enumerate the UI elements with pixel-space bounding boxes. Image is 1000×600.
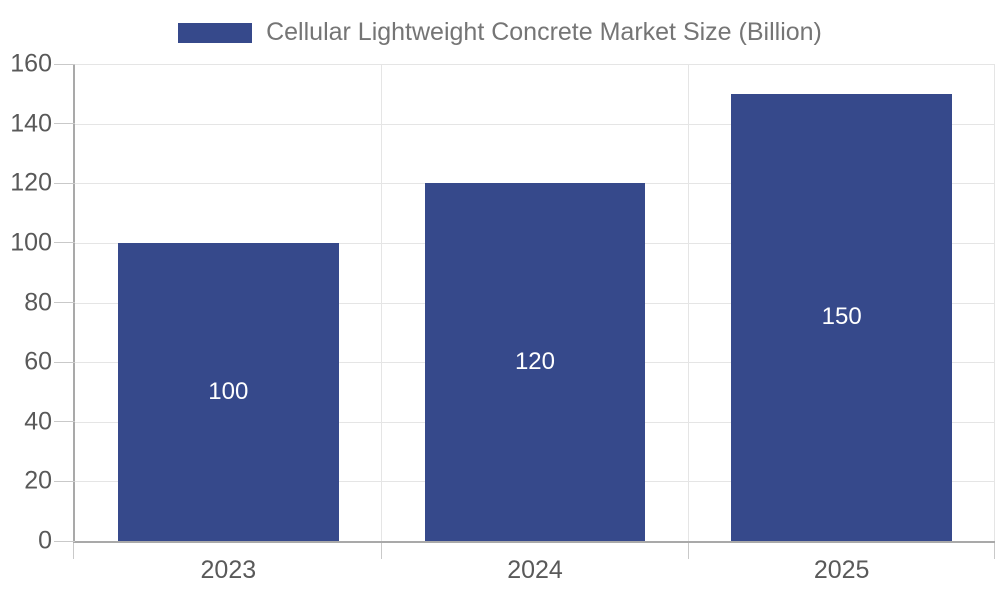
y-axis-tick [54,123,75,125]
bar-value-label: 120 [514,348,556,376]
legend-label: Cellular Lightweight Concrete Market Siz… [266,18,822,47]
bar-2025[interactable]: 150 [731,93,953,541]
y-tick-label: 80 [24,288,52,316]
y-axis-tick [54,63,75,65]
x-axis-tick [687,543,689,559]
x-axis-tick [73,543,74,559]
y-tick-label: 120 [10,168,52,197]
bar-value-label: 100 [208,377,249,405]
x-tick-label: 2024 [507,556,563,584]
y-axis-tick [54,182,75,184]
y-tick-label: 60 [24,347,52,376]
bar-value-label: 150 [821,303,862,331]
y-tick-label: 140 [10,109,52,138]
bar-2024[interactable]: 120 [424,183,646,541]
x-gridline [994,64,995,541]
bar-2023[interactable]: 100 [117,242,339,541]
x-axis-tick [994,543,995,559]
y-axis-tick [54,361,75,363]
x-gridline [687,64,689,541]
plot-area: 0 20 40 60 80 100 120 140 160 100 2023 120 2024 150 20… [10,51,995,583]
x-axis-tick [381,543,383,559]
y-axis-tick [54,242,75,244]
y-gridline [75,64,995,65]
y-axis-tick [54,480,75,482]
x-gridline [381,64,383,541]
y-tick-label: 100 [10,228,52,257]
y-tick-label: 20 [24,466,52,495]
x-tick-label: 2023 [200,556,257,584]
y-axis-tick [54,302,75,303]
y-tick-label: 0 [38,526,52,555]
y-tick-label: 160 [10,49,52,78]
legend-swatch-icon[interactable] [178,23,253,43]
y-gridline [75,123,995,125]
y-tick-label: 40 [24,407,52,436]
x-tick-label: 2025 [813,556,870,584]
y-axis-tick [54,421,75,423]
legend[interactable]: Cellular Lightweight Concrete Market Siz… [0,17,1000,49]
y-axis-tick [54,540,75,542]
